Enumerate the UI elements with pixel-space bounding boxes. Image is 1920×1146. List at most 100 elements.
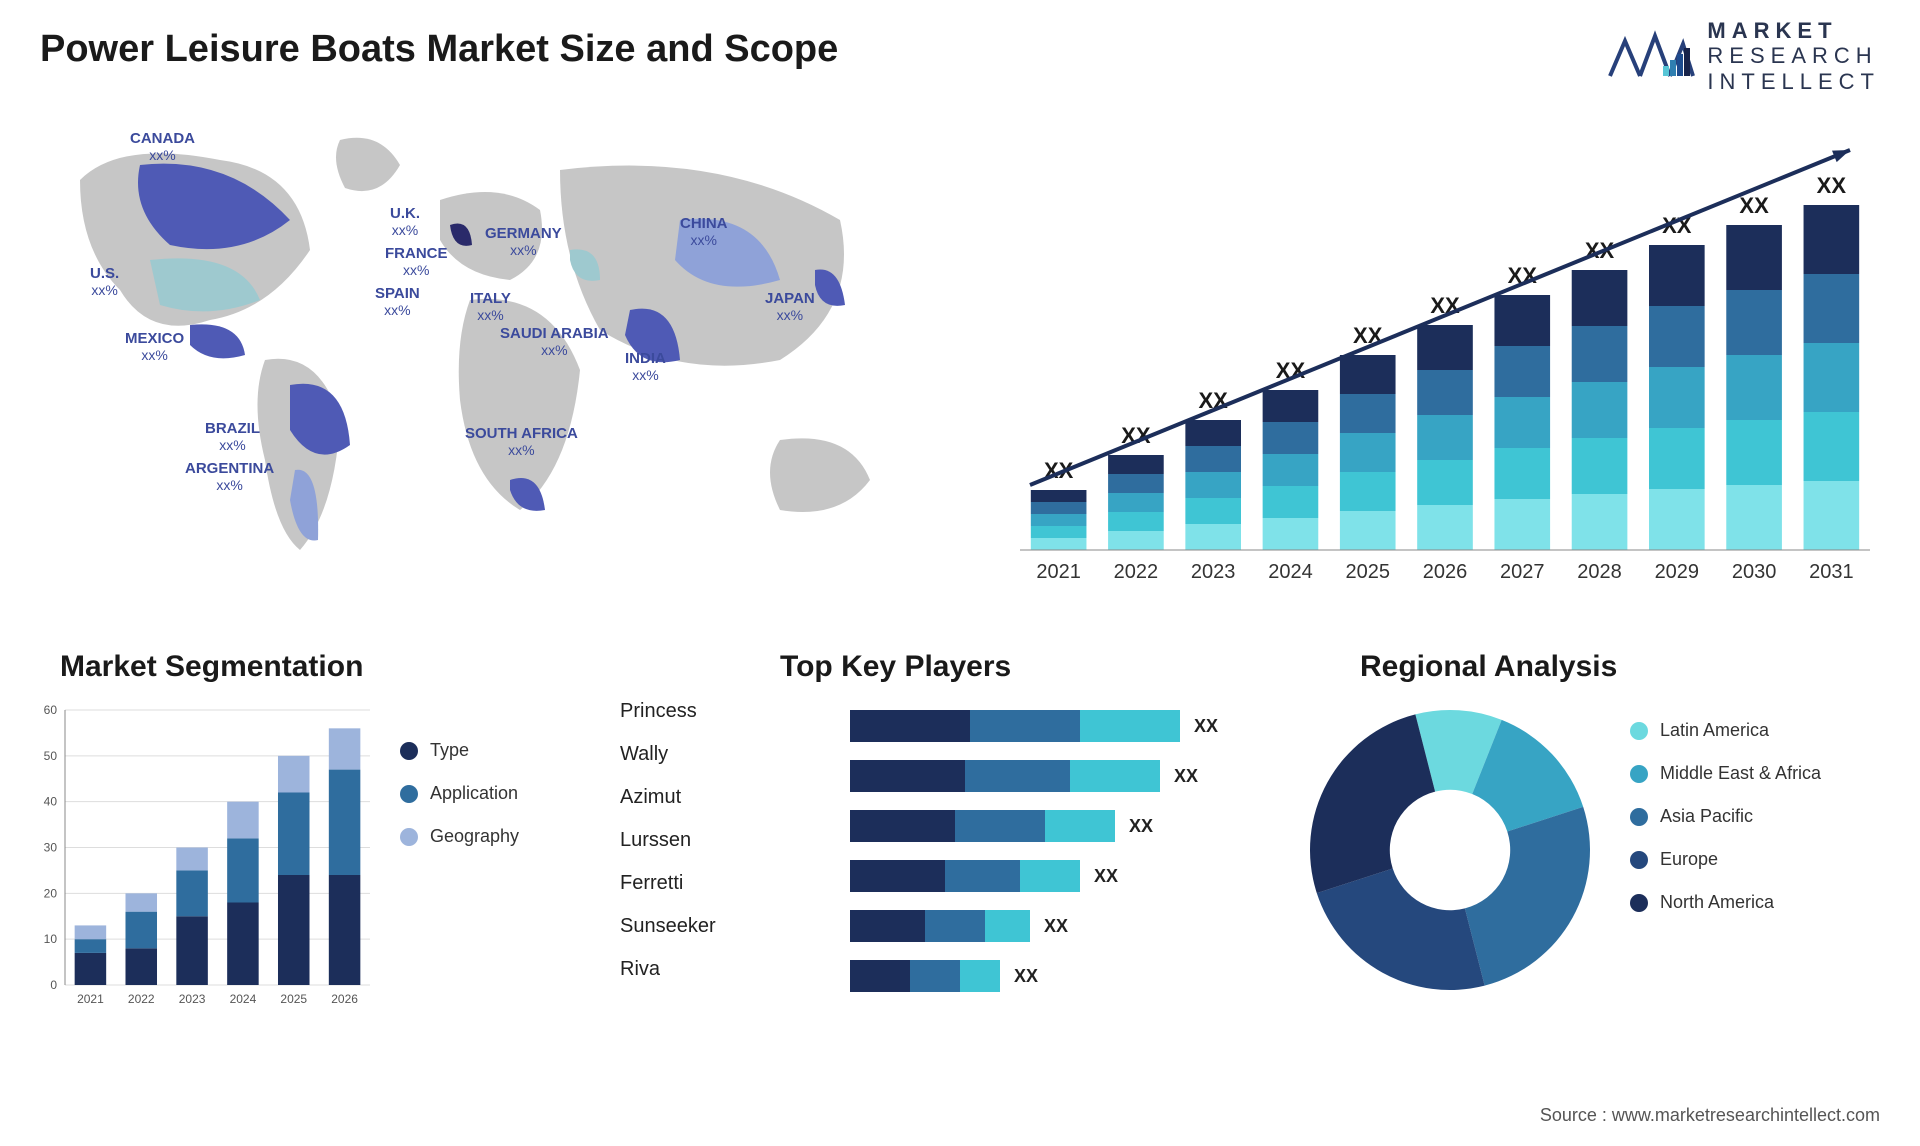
segmentation-legend: Type Application Geography [400,740,519,869]
map-label-italy: ITALYxx% [470,290,511,325]
player-sunseeker: Sunseeker [620,915,716,938]
svg-text:2031: 2031 [1809,561,1854,583]
player-lurssen: Lurssen [620,829,716,852]
legend-dot-icon [400,742,418,760]
svg-text:30: 30 [44,841,58,855]
player-bar-3: XX [850,860,1270,892]
bar-segment [850,960,910,992]
map-label-mexico: MEXICOxx% [125,330,184,365]
bar-segment [1070,760,1160,792]
player-bar-0: XX [850,710,1270,742]
svg-text:2021: 2021 [77,992,104,1006]
map-label-china: CHINAxx% [680,215,728,250]
bar-segment [1045,810,1115,842]
svg-text:2027: 2027 [1500,561,1545,583]
map-label-india: INDIAxx% [625,350,666,385]
svg-text:2030: 2030 [1732,561,1777,583]
svg-text:20: 20 [44,886,58,900]
svg-text:2021: 2021 [1036,561,1081,583]
bar-segment [925,910,985,942]
bar-value-label: XX [1194,716,1218,737]
svg-text:10: 10 [44,932,58,946]
svg-text:XX: XX [1817,173,1847,198]
world-map: CANADAxx%U.S.xx%MEXICOxx%BRAZILxx%ARGENT… [40,110,940,570]
svg-text:2029: 2029 [1655,561,1700,583]
svg-text:50: 50 [44,749,58,763]
svg-text:2024: 2024 [230,992,257,1006]
bar-segment [965,760,1070,792]
bar-value-label: XX [1129,816,1153,837]
bar-segment [850,910,925,942]
bar-segment [850,810,955,842]
regional-legend-europe: Europe [1630,849,1821,870]
bar-segment [985,910,1030,942]
page-title: Power Leisure Boats Market Size and Scop… [40,28,838,71]
bar-segment [1020,860,1080,892]
player-princess: Princess [620,700,716,723]
players-title: Top Key Players [780,650,1011,684]
map-label-japan: JAPANxx% [765,290,815,325]
svg-text:60: 60 [44,703,58,717]
source-attribution: Source : www.marketresearchintellect.com [1540,1105,1880,1126]
bar-value-label: XX [1174,766,1198,787]
logo-line1: MARKET [1707,18,1880,43]
legend-label: Geography [430,826,519,847]
bar-value-label: XX [1094,866,1118,887]
svg-text:2022: 2022 [1114,561,1159,583]
logo-icon [1605,26,1695,86]
players-list: PrincessWallyAzimutLurssenFerrettiSunsee… [620,700,716,1001]
map-label-saudi-arabia: SAUDI ARABIAxx% [500,325,609,360]
growth-chart: XX2021XX2022XX2023XX2024XX2025XX2026XX20… [1000,120,1880,600]
svg-text:0: 0 [50,978,57,992]
bar-segment [850,860,945,892]
map-label-france: FRANCExx% [385,245,448,280]
player-bar-1: XX [850,760,1270,792]
legend-dot-icon [1630,722,1648,740]
logo-line3: INTELLECT [1707,69,1880,94]
legend-label: Europe [1660,849,1718,870]
svg-text:2023: 2023 [1191,561,1236,583]
bar-segment [970,710,1080,742]
segmentation-title: Market Segmentation [60,650,363,684]
player-azimut: Azimut [620,786,716,809]
player-bar-4: XX [850,910,1270,942]
svg-text:XX: XX [1739,193,1769,218]
segmentation-chart: 0102030405060202120222023202420252026 [30,700,380,1020]
legend-dot-icon [1630,851,1648,869]
map-label-u-k-: U.K.xx% [390,205,420,240]
logo-text: MARKET RESEARCH INTELLECT [1707,18,1880,94]
map-label-germany: GERMANYxx% [485,225,562,260]
player-bar-2: XX [850,810,1270,842]
svg-text:2022: 2022 [128,992,155,1006]
regional-legend-asia-pacific: Asia Pacific [1630,806,1821,827]
legend-dot-icon [1630,765,1648,783]
svg-text:2025: 2025 [1345,561,1390,583]
bar-segment [1080,710,1180,742]
player-wally: Wally [620,743,716,766]
bar-segment [955,810,1045,842]
legend-dot-icon [400,828,418,846]
legend-label: Type [430,740,469,761]
map-label-south-africa: SOUTH AFRICAxx% [465,425,578,460]
map-label-argentina: ARGENTINAxx% [185,460,274,495]
legend-label: North America [1660,892,1774,913]
legend-dot-icon [1630,894,1648,912]
svg-text:2026: 2026 [1423,561,1468,583]
regional-title: Regional Analysis [1360,650,1617,684]
bar-segment [910,960,960,992]
player-riva: Riva [620,958,716,981]
legend-label: Latin America [1660,720,1769,741]
bar-segment [960,960,1000,992]
legend-dot-icon [400,785,418,803]
seg-legend-geography: Geography [400,826,519,847]
bar-value-label: XX [1044,916,1068,937]
svg-text:2026: 2026 [331,992,358,1006]
legend-label: Asia Pacific [1660,806,1753,827]
seg-legend-application: Application [400,783,519,804]
logo-line2: RESEARCH [1707,43,1880,68]
legend-label: Application [430,783,518,804]
svg-text:2024: 2024 [1268,561,1313,583]
regional-legend-north-america: North America [1630,892,1821,913]
bar-value-label: XX [1014,966,1038,987]
brand-logo: MARKET RESEARCH INTELLECT [1605,18,1880,94]
